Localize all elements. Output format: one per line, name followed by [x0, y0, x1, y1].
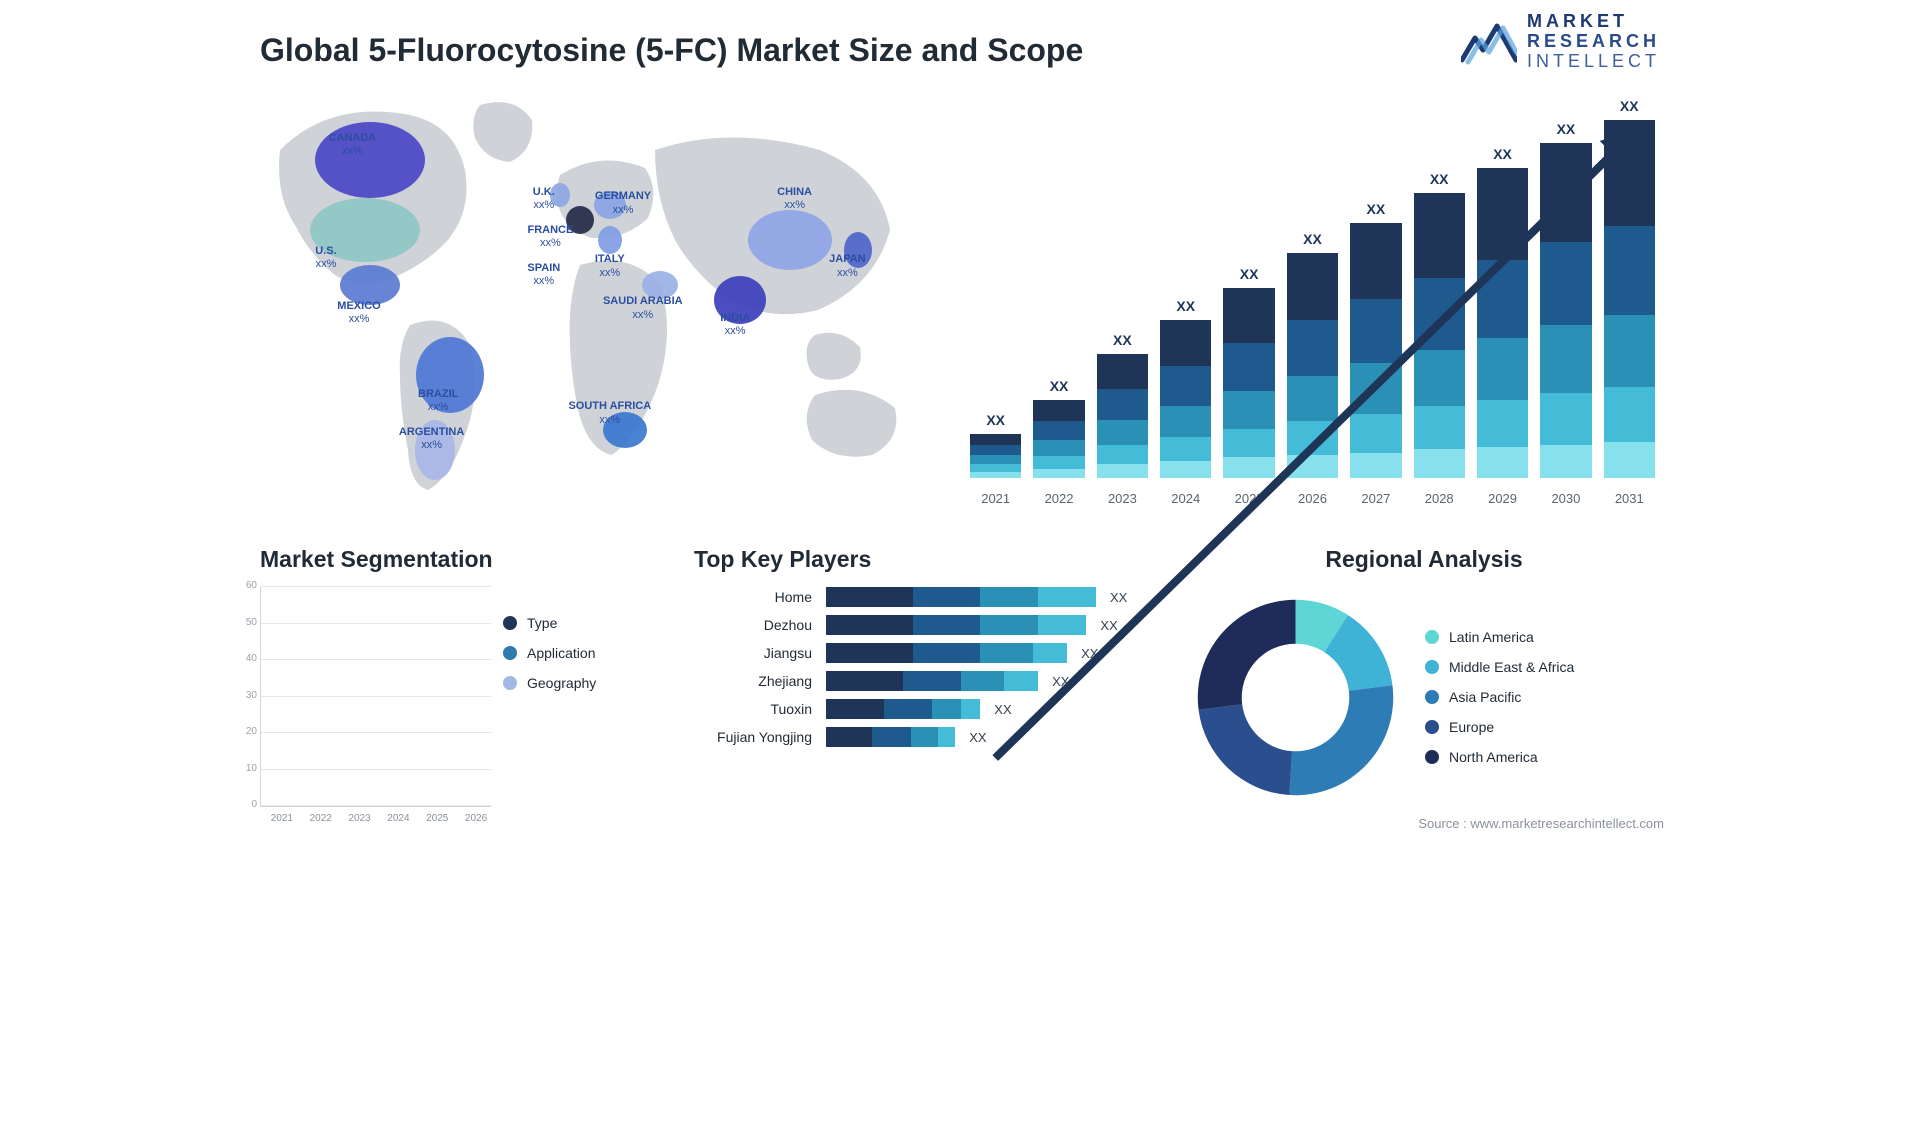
growth-year-label: 2029 [1477, 491, 1528, 506]
bottom-row: Market Segmentation 0102030405060 202120… [260, 546, 1660, 807]
key-player-row: Home XX [694, 587, 1154, 607]
growth-bar-value: XX [1097, 332, 1148, 348]
growth-bar-value: XX [1160, 298, 1211, 314]
regional-legend: Latin America Middle East & Africa Asia Pa… [1425, 629, 1660, 765]
world-map: CANADAxx%U.S.xx%MEXICOxx%BRAZILxx%ARGENT… [260, 90, 920, 510]
growth-bar: XX [1350, 223, 1401, 478]
segmentation-year-label: 2021 [267, 813, 297, 824]
key-player-value: XX [1110, 590, 1127, 605]
growth-bar-value: XX [1350, 201, 1401, 217]
key-player-bar [826, 727, 955, 747]
brand-logo: MARKET RESEARCH INTELLECT [1461, 12, 1660, 71]
key-player-value: XX [969, 730, 986, 745]
key-players-title: Top Key Players [694, 546, 1154, 573]
growth-bar-value: XX [1540, 121, 1591, 137]
growth-bar-value: XX [1604, 98, 1655, 114]
growth-year-label: 2028 [1414, 491, 1465, 506]
key-player-value: XX [1100, 618, 1117, 633]
legend-item: Type [503, 615, 660, 631]
growth-bar: XX [970, 434, 1021, 478]
growth-bar-value: XX [1223, 266, 1274, 282]
key-player-name: Dezhou [694, 617, 812, 633]
key-player-row: Dezhou XX [694, 615, 1154, 635]
growth-year-label: 2030 [1540, 491, 1591, 506]
segmentation-legend: Type Application Geography [503, 587, 660, 807]
legend-item: Europe [1425, 719, 1660, 735]
growth-bar-value: XX [1287, 231, 1338, 247]
growth-bar: XX [1540, 143, 1591, 478]
growth-bar: XX [1033, 400, 1084, 478]
page-root: Global 5-Fluorocytosine (5-FC) Market Si… [220, 0, 1700, 837]
brand-logo-text: MARKET RESEARCH INTELLECT [1527, 12, 1660, 71]
key-player-value: XX [994, 702, 1011, 717]
key-player-name: Zhejiang [694, 673, 812, 689]
growth-bar-value: XX [1033, 378, 1084, 394]
growth-year-label: 2022 [1033, 491, 1084, 506]
growth-bar: XX [1223, 288, 1274, 478]
key-players-chart: Home XX Dezhou XX Jiangsu XX Zhejiang XX Tuoxin X… [694, 587, 1154, 807]
key-player-row: Zhejiang XX [694, 671, 1154, 691]
regional-donut [1188, 590, 1403, 805]
key-player-value: XX [1081, 646, 1098, 661]
legend-item: Middle East & Africa [1425, 659, 1660, 675]
segmentation-title: Market Segmentation [260, 546, 660, 573]
growth-bar: XX [1287, 253, 1338, 478]
growth-bar: XX [1477, 168, 1528, 478]
key-player-bar [826, 699, 980, 719]
segmentation-year-label: 2024 [383, 813, 413, 824]
growth-year-label: 2026 [1287, 491, 1338, 506]
key-player-bar [826, 615, 1086, 635]
legend-item: Application [503, 645, 660, 661]
growth-bar-value: XX [1477, 146, 1528, 162]
key-player-name: Fujian Yongjing [694, 729, 812, 745]
legend-item: Latin America [1425, 629, 1660, 645]
key-player-row: Tuoxin XX [694, 699, 1154, 719]
segmentation-panel: Market Segmentation 0102030405060 202120… [260, 546, 660, 807]
key-player-bar [826, 671, 1038, 691]
legend-item: Asia Pacific [1425, 689, 1660, 705]
growth-bar: XX [1414, 193, 1465, 478]
legend-item: Geography [503, 675, 660, 691]
growth-year-label: 2024 [1160, 491, 1211, 506]
growth-bar: XX [1604, 120, 1655, 478]
key-player-bar [826, 643, 1067, 663]
key-player-name: Jiangsu [694, 645, 812, 661]
key-player-row: Fujian Yongjing XX [694, 727, 1154, 747]
key-player-row: Jiangsu XX [694, 643, 1154, 663]
key-players-panel: Top Key Players HomeXXDezhouXXJiangsuXXZ… [694, 546, 1154, 807]
key-player-name: Home [694, 589, 812, 605]
page-title: Global 5-Fluorocytosine (5-FC) Market Si… [260, 30, 1660, 70]
legend-item: North America [1425, 749, 1660, 765]
growth-year-label: 2025 [1223, 491, 1274, 506]
growth-year-label: 2031 [1604, 491, 1655, 506]
top-row: CANADAxx%U.S.xx%MEXICOxx%BRAZILxx%ARGENT… [260, 90, 1660, 510]
segmentation-year-label: 2025 [422, 813, 452, 824]
key-player-value: XX [1052, 674, 1069, 689]
key-player-name: Tuoxin [694, 701, 812, 717]
source-footer: Source : www.marketresearchintellect.com [1418, 816, 1664, 831]
growth-year-label: 2023 [1097, 491, 1148, 506]
logo-line-3: INTELLECT [1527, 52, 1660, 72]
growth-chart: XXXXXXXXXXXXXXXXXXXXXX 20212022202320242… [950, 90, 1660, 510]
brand-logo-icon [1461, 16, 1517, 68]
growth-year-label: 2021 [970, 491, 1021, 506]
growth-bar-value: XX [1414, 171, 1465, 187]
segmentation-year-label: 2023 [345, 813, 375, 824]
logo-line-1: MARKET [1527, 12, 1660, 32]
logo-line-2: RESEARCH [1527, 32, 1660, 52]
segmentation-year-label: 2026 [461, 813, 491, 824]
growth-year-label: 2027 [1350, 491, 1401, 506]
regional-panel: Regional Analysis Latin America Middle Ea… [1188, 546, 1660, 807]
world-map-svg [260, 90, 920, 510]
growth-bar: XX [1160, 320, 1211, 478]
growth-bar: XX [1097, 354, 1148, 478]
regional-title: Regional Analysis [1188, 546, 1660, 573]
segmentation-year-label: 2022 [306, 813, 336, 824]
segmentation-chart: 0102030405060 202120222023202420252026 [260, 587, 491, 807]
key-player-bar [826, 587, 1096, 607]
growth-bar-value: XX [970, 412, 1021, 428]
